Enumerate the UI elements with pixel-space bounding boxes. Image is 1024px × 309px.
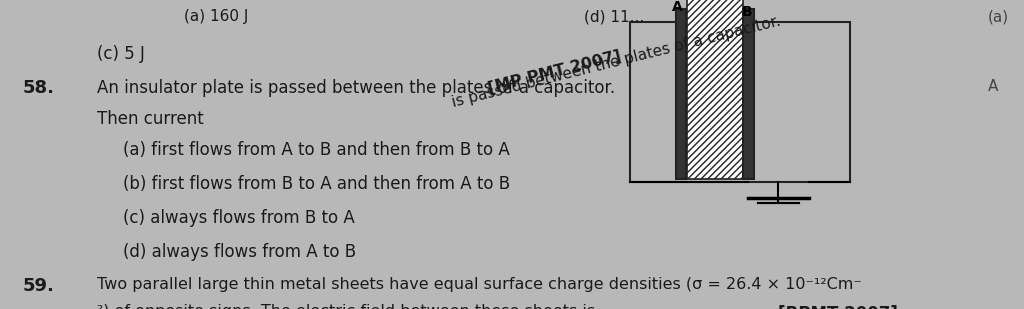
- Text: Two parallel large thin metal sheets have equal surface charge densities (σ = 26: Two parallel large thin metal sheets hav…: [97, 277, 862, 292]
- Text: B: B: [742, 5, 753, 19]
- Text: (c) 5 J: (c) 5 J: [97, 45, 145, 63]
- Bar: [687, 0, 743, 179]
- Bar: [630, 22, 850, 182]
- Text: ²) of opposite signs. The electric field between these sheets is: ²) of opposite signs. The electric field…: [97, 304, 595, 309]
- Text: (a) first flows from A to B and then from B to A: (a) first flows from A to B and then fro…: [123, 141, 510, 159]
- Text: (b) first flows from B to A and then from A to B: (b) first flows from B to A and then fro…: [123, 175, 510, 193]
- Text: 58.: 58.: [23, 79, 54, 97]
- Text: (a): (a): [988, 9, 1010, 24]
- Text: (a) 160 J: (a) 160 J: [184, 9, 249, 24]
- Text: (c) always flows from B to A: (c) always flows from B to A: [123, 209, 354, 226]
- Text: 59.: 59.: [23, 277, 54, 294]
- Text: is passed between the plates of a capacitor.: is passed between the plates of a capaci…: [451, 14, 782, 110]
- Text: An insulator plate is passed between the plates of a capacitor.: An insulator plate is passed between the…: [97, 79, 615, 97]
- Bar: [743, 9, 754, 179]
- Text: [RPMT 2007]: [RPMT 2007]: [778, 304, 898, 309]
- Text: Then current: Then current: [97, 110, 204, 128]
- Text: A: A: [672, 0, 682, 14]
- Text: [MP PMT 2007]: [MP PMT 2007]: [486, 48, 623, 95]
- Text: (d) always flows from A to B: (d) always flows from A to B: [123, 243, 356, 260]
- Bar: [676, 9, 686, 179]
- Text: (d) 11...: (d) 11...: [584, 9, 644, 24]
- Text: A: A: [988, 79, 998, 94]
